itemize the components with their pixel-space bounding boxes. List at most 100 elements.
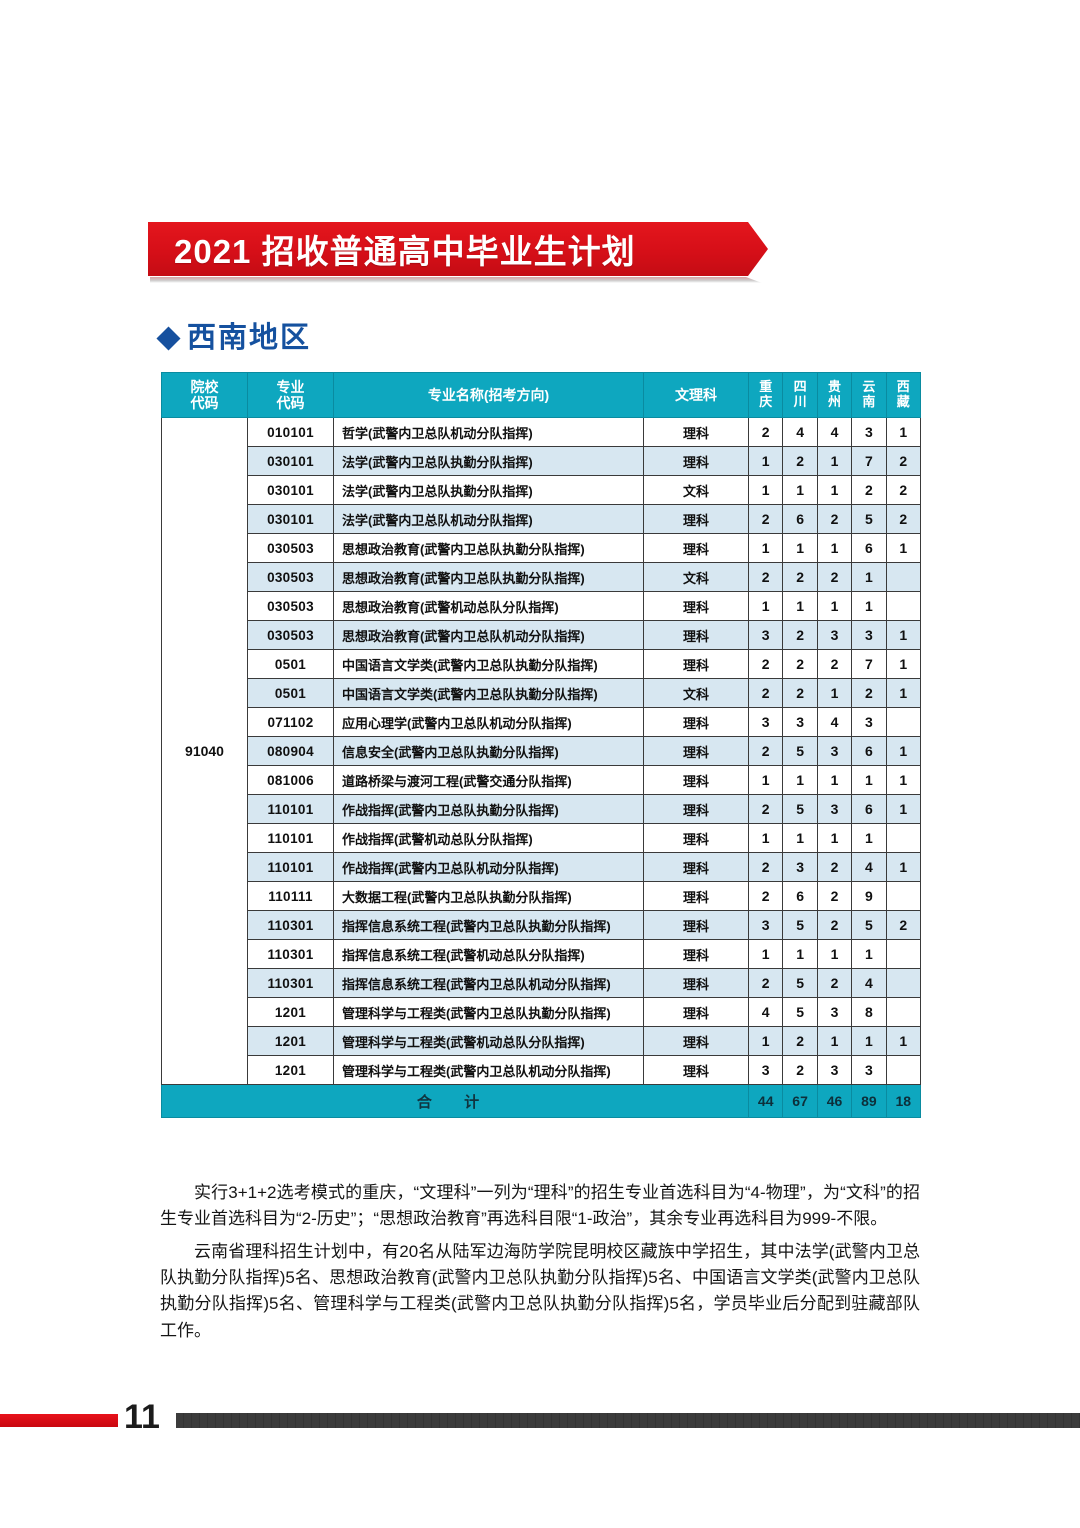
table-row: 030101 法学(武警内卫总队机动分队指挥) 理科 2 6 2 5 2	[162, 504, 921, 535]
col-sichuan-char2: 川	[793, 394, 807, 410]
table-header-row: 院校 代码 专业 代码 专业名称(招考方向) 文理科 重 庆 四	[161, 371, 921, 419]
quota-yunnan-cell: 4	[851, 968, 887, 999]
quota-xizang-cell: 2	[885, 504, 921, 535]
quota-chongqing-cell: 2	[747, 678, 784, 709]
subject-type-cell: 理科	[643, 939, 749, 970]
table-row: 110301 指挥信息系统工程(武警机动总队分队指挥) 理科 1 1 1 1	[162, 939, 921, 970]
col-school-code-line1: 院校	[190, 379, 219, 395]
major-name-cell: 思想政治教育(武警内卫总队执勤分队指挥)	[333, 533, 644, 564]
quota-xizang-cell: 1	[885, 765, 921, 796]
subject-type-cell: 理科	[643, 1055, 749, 1086]
quota-sichuan-cell: 2	[782, 1026, 818, 1057]
quota-sichuan-cell: 1	[782, 823, 818, 854]
col-yunnan-char2: 南	[862, 394, 876, 410]
major-code-cell: 030101	[247, 446, 334, 477]
page-banner: 2021 招收普通高中毕业生计划	[148, 222, 768, 284]
col-province-guizhou: 贵 州	[816, 371, 853, 419]
quota-sichuan-cell: 2	[782, 446, 818, 477]
major-code-cell: 030503	[247, 591, 334, 622]
quota-sichuan-cell: 1	[782, 533, 818, 564]
section-title: 西南地区	[187, 322, 312, 354]
quota-sichuan-cell: 2	[782, 649, 818, 680]
quota-sichuan-cell: 1	[782, 765, 818, 796]
quota-chongqing-cell: 3	[747, 707, 784, 738]
table-row: 030503 思想政治教育(武警内卫总队执勤分队指挥) 文科 2 2 2 1	[162, 562, 921, 593]
quota-chongqing-cell: 4	[747, 997, 784, 1028]
table-row: 080904 信息安全(武警内卫总队执勤分队指挥) 理科 2 5 3 6 1	[162, 736, 921, 767]
quota-xizang-cell: 1	[885, 852, 921, 883]
quota-xizang-cell: 1	[885, 620, 921, 651]
quota-yunnan-cell: 7	[851, 649, 887, 680]
major-name-cell: 大数据工程(武警内卫总队执勤分队指挥)	[333, 881, 644, 912]
notes-block: 实行3+1+2选考模式的重庆，“文理科”一列为“理科”的招生专业首选科目为“4-…	[160, 1180, 920, 1350]
section-heading: 西南地区	[156, 322, 312, 354]
major-code-cell: 110101	[247, 823, 334, 854]
subject-type-cell: 理科	[643, 765, 749, 796]
quota-yunnan-cell: 1	[851, 823, 887, 854]
table-row: 110111 大数据工程(武警内卫总队执勤分队指挥) 理科 2 6 2 9	[162, 881, 921, 912]
major-code-cell: 030503	[247, 533, 334, 564]
quota-yunnan-cell: 5	[851, 910, 887, 941]
subject-type-cell: 理科	[643, 968, 749, 999]
quota-yunnan-cell: 3	[851, 620, 887, 651]
quota-yunnan-cell: 3	[851, 1055, 887, 1086]
quota-yunnan-cell: 4	[851, 852, 887, 883]
subject-type-cell: 理科	[643, 591, 749, 622]
table-row: 110101 作战指挥(武警机动总队分队指挥) 理科 1 1 1 1	[162, 823, 921, 854]
quota-guizhou-cell: 3	[816, 1055, 853, 1086]
table-row: 110301 指挥信息系统工程(武警内卫总队机动分队指挥) 理科 2 5 2 4	[162, 968, 921, 999]
subject-type-cell: 文科	[643, 678, 749, 709]
major-name-cell: 指挥信息系统工程(武警机动总队分队指挥)	[333, 939, 644, 970]
quota-guizhou-cell: 4	[816, 707, 853, 738]
major-code-cell: 110301	[247, 939, 334, 970]
quota-xizang-cell: 1	[885, 794, 921, 825]
quota-xizang-cell: 1	[885, 649, 921, 680]
quota-chongqing-cell: 1	[747, 533, 784, 564]
subject-type-cell: 理科	[643, 649, 749, 680]
footer-red-bar	[0, 1414, 118, 1427]
quota-guizhou-cell: 1	[816, 765, 853, 796]
quota-sichuan-cell: 3	[782, 707, 818, 738]
col-province-xizang: 西 藏	[885, 371, 921, 419]
quota-chongqing-cell: 2	[747, 852, 784, 883]
col-school-code-line2: 代码	[190, 395, 219, 412]
quota-xizang-cell: 2	[885, 910, 921, 941]
major-code-cell: 081006	[247, 765, 334, 796]
major-code-cell: 1201	[247, 1026, 334, 1057]
table-row: 110101 作战指挥(武警内卫总队机动分队指挥) 理科 2 3 2 4 1	[162, 852, 921, 883]
table-row: 030101 法学(武警内卫总队执勤分队指挥) 文科 1 1 1 2 2	[162, 475, 921, 506]
quota-xizang-cell: 2	[885, 446, 921, 477]
subject-type-cell: 理科	[643, 852, 749, 883]
quota-sichuan-cell: 1	[782, 939, 818, 970]
major-code-cell: 110111	[247, 881, 334, 912]
major-name-cell: 法学(武警内卫总队执勤分队指挥)	[333, 446, 644, 477]
major-name-cell: 中国语言文学类(武警内卫总队执勤分队指挥)	[333, 678, 644, 709]
quota-yunnan-cell: 2	[851, 475, 887, 506]
page-number: 11	[124, 1398, 160, 1436]
major-code-cell: 1201	[247, 997, 334, 1028]
admission-plan-table: 院校 代码 专业 代码 专业名称(招考方向) 文理科 重 庆 四	[161, 371, 921, 1119]
table-row: 110301 指挥信息系统工程(武警内卫总队执勤分队指挥) 理科 3 5 2 5 2	[162, 910, 921, 941]
quota-guizhou-cell: 2	[816, 649, 853, 680]
major-code-cell: 1201	[247, 1055, 334, 1086]
table-footer: 合 计 44 67 46 89 18	[161, 1084, 921, 1119]
col-chongqing-char2: 庆	[759, 394, 773, 410]
quota-xizang-cell: 1	[885, 417, 921, 448]
quota-sichuan-cell: 1	[782, 475, 818, 506]
total-guizhou: 46	[816, 1084, 853, 1119]
table-row: 0501 中国语言文学类(武警内卫总队执勤分队指挥) 文科 2 2 1 2 1	[162, 678, 921, 709]
col-guizhou-char1: 贵	[827, 379, 841, 395]
quota-sichuan-cell: 4	[782, 417, 818, 448]
subject-type-cell: 理科	[643, 997, 749, 1028]
quota-sichuan-cell: 2	[782, 562, 818, 593]
major-name-cell: 作战指挥(武警内卫总队机动分队指挥)	[333, 852, 644, 883]
major-name-cell: 道路桥梁与渡河工程(武警交通分队指挥)	[333, 765, 644, 796]
quota-chongqing-cell: 1	[747, 446, 784, 477]
major-name-cell: 管理科学与工程类(武警内卫总队执勤分队指挥)	[333, 997, 644, 1028]
note-paragraph-1: 实行3+1+2选考模式的重庆，“文理科”一列为“理科”的招生专业首选科目为“4-…	[160, 1183, 920, 1229]
table-row: 0501 中国语言文学类(武警内卫总队执勤分队指挥) 理科 2 2 2 7 1	[162, 649, 921, 680]
major-name-cell: 管理科学与工程类(武警内卫总队机动分队指挥)	[333, 1055, 644, 1086]
quota-guizhou-cell: 3	[816, 794, 853, 825]
quota-chongqing-cell: 2	[747, 504, 784, 535]
major-name-cell: 思想政治教育(武警内卫总队机动分队指挥)	[333, 620, 644, 651]
